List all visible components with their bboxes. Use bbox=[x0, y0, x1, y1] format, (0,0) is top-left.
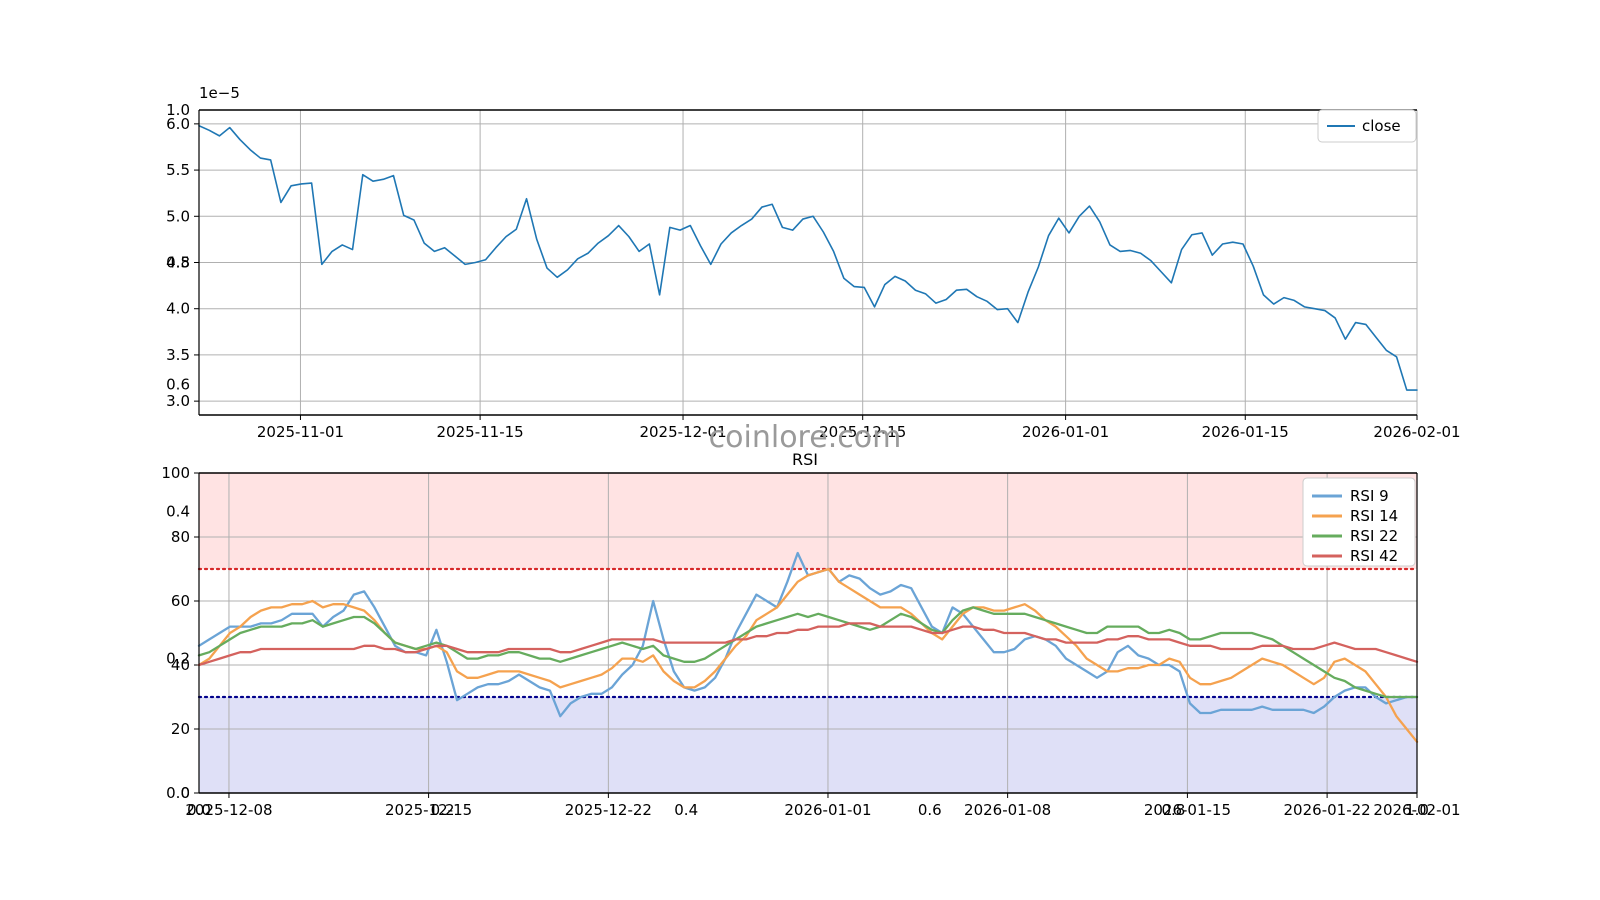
coinlore-watermark: coinlore.com bbox=[709, 420, 902, 455]
rsi-line-series-rsi-42 bbox=[197, 622, 1419, 667]
price-ytick-label: 5.0 bbox=[166, 207, 190, 225]
rsi-legend-label-rsi-22: RSI 22 bbox=[1350, 527, 1398, 545]
rsi-legend-label-rsi-9: RSI 9 bbox=[1350, 487, 1389, 505]
rsi-legend-label-rsi-42: RSI 42 bbox=[1350, 547, 1398, 565]
rsi-secondary-xtick-label: 0.2 bbox=[431, 801, 455, 819]
price-xtick-label: 2025-12-01 bbox=[639, 423, 726, 441]
rsi-xtick-label: 2025-12-15 bbox=[385, 801, 472, 819]
price-secondary-ytick-label: 0.8 bbox=[166, 254, 190, 272]
price-secondary-ytick-label: 1.0 bbox=[166, 101, 190, 119]
close-line-series bbox=[198, 124, 1418, 391]
rsi-secondary-ytick-label: 0.4 bbox=[166, 502, 190, 520]
price-xtick-label: 2026-01-01 bbox=[1022, 423, 1109, 441]
price-ytick-label: 3.0 bbox=[166, 392, 190, 410]
rsi-ytick-label: 100 bbox=[161, 464, 190, 482]
rsi-legend[interactable] bbox=[1302, 477, 1416, 567]
rsi-secondary-xtick-label: 0.6 bbox=[918, 801, 942, 819]
rsi-secondary-ytick-label: 0.2 bbox=[166, 650, 190, 668]
price-legend-label-close: close bbox=[1362, 117, 1401, 135]
rsi-ytick-label: 60 bbox=[171, 592, 190, 610]
rsi-ytick-label: 20 bbox=[171, 720, 190, 738]
rsi-panel bbox=[194, 472, 1419, 798]
rsi-xtick-label: 2026-01-08 bbox=[964, 801, 1051, 819]
price-legend-box bbox=[1317, 109, 1417, 143]
price-legend[interactable] bbox=[1317, 109, 1417, 143]
price-ytick-label: 3.5 bbox=[166, 346, 190, 364]
price-ytick-label: 4.0 bbox=[166, 300, 190, 318]
price-ytick-label: 5.5 bbox=[166, 161, 190, 179]
overbought-band bbox=[199, 473, 1417, 569]
rsi-secondary-xtick-label: 0.0 bbox=[187, 801, 211, 819]
rsi-ytick-label: 0 bbox=[180, 784, 190, 802]
rsi-ytick-label: 40 bbox=[171, 656, 190, 674]
price-xtick-label: 2026-01-15 bbox=[1202, 423, 1289, 441]
price-panel bbox=[194, 109, 1418, 420]
price-ytick-label: 4.5 bbox=[166, 254, 190, 272]
rsi-legend-label-rsi-14: RSI 14 bbox=[1350, 507, 1398, 525]
rsi-xtick-label: 2026-01-01 bbox=[784, 801, 871, 819]
rsi-secondary-ytick-label: 0.0 bbox=[166, 784, 190, 802]
rsi-ytick-label: 80 bbox=[171, 528, 190, 546]
rsi-secondary-xtick-label: 0.4 bbox=[674, 801, 698, 819]
price-secondary-ytick-label: 0.6 bbox=[166, 376, 190, 394]
rsi-xtick-label: 2025-12-08 bbox=[185, 801, 272, 819]
rsi-secondary-xtick-label: 0.8 bbox=[1161, 801, 1185, 819]
price-xtick-label: 2025-11-15 bbox=[437, 423, 524, 441]
rsi-xtick-label: 2026-01-22 bbox=[1284, 801, 1371, 819]
price-xtick-label: 2026-02-01 bbox=[1373, 423, 1460, 441]
oversold-band bbox=[199, 697, 1417, 793]
rsi-xtick-label: 2025-12-22 bbox=[565, 801, 652, 819]
rsi-xtick-label: 2026-01-15 bbox=[1144, 801, 1231, 819]
rsi-xtick-label: 2026-02-01 bbox=[1373, 801, 1460, 819]
price-exponent-label: 1e−5 bbox=[199, 84, 240, 102]
rsi-legend-box bbox=[1302, 477, 1416, 567]
rsi-panel-title: RSI bbox=[792, 450, 818, 469]
price-xtick-label: 2025-11-01 bbox=[257, 423, 344, 441]
price-xtick-label: 2025-12-15 bbox=[819, 423, 906, 441]
rsi-line-series-rsi-22 bbox=[197, 606, 1419, 699]
price-ytick-label: 6.0 bbox=[166, 115, 190, 133]
rsi-secondary-xtick-label: 1.0 bbox=[1405, 801, 1429, 819]
